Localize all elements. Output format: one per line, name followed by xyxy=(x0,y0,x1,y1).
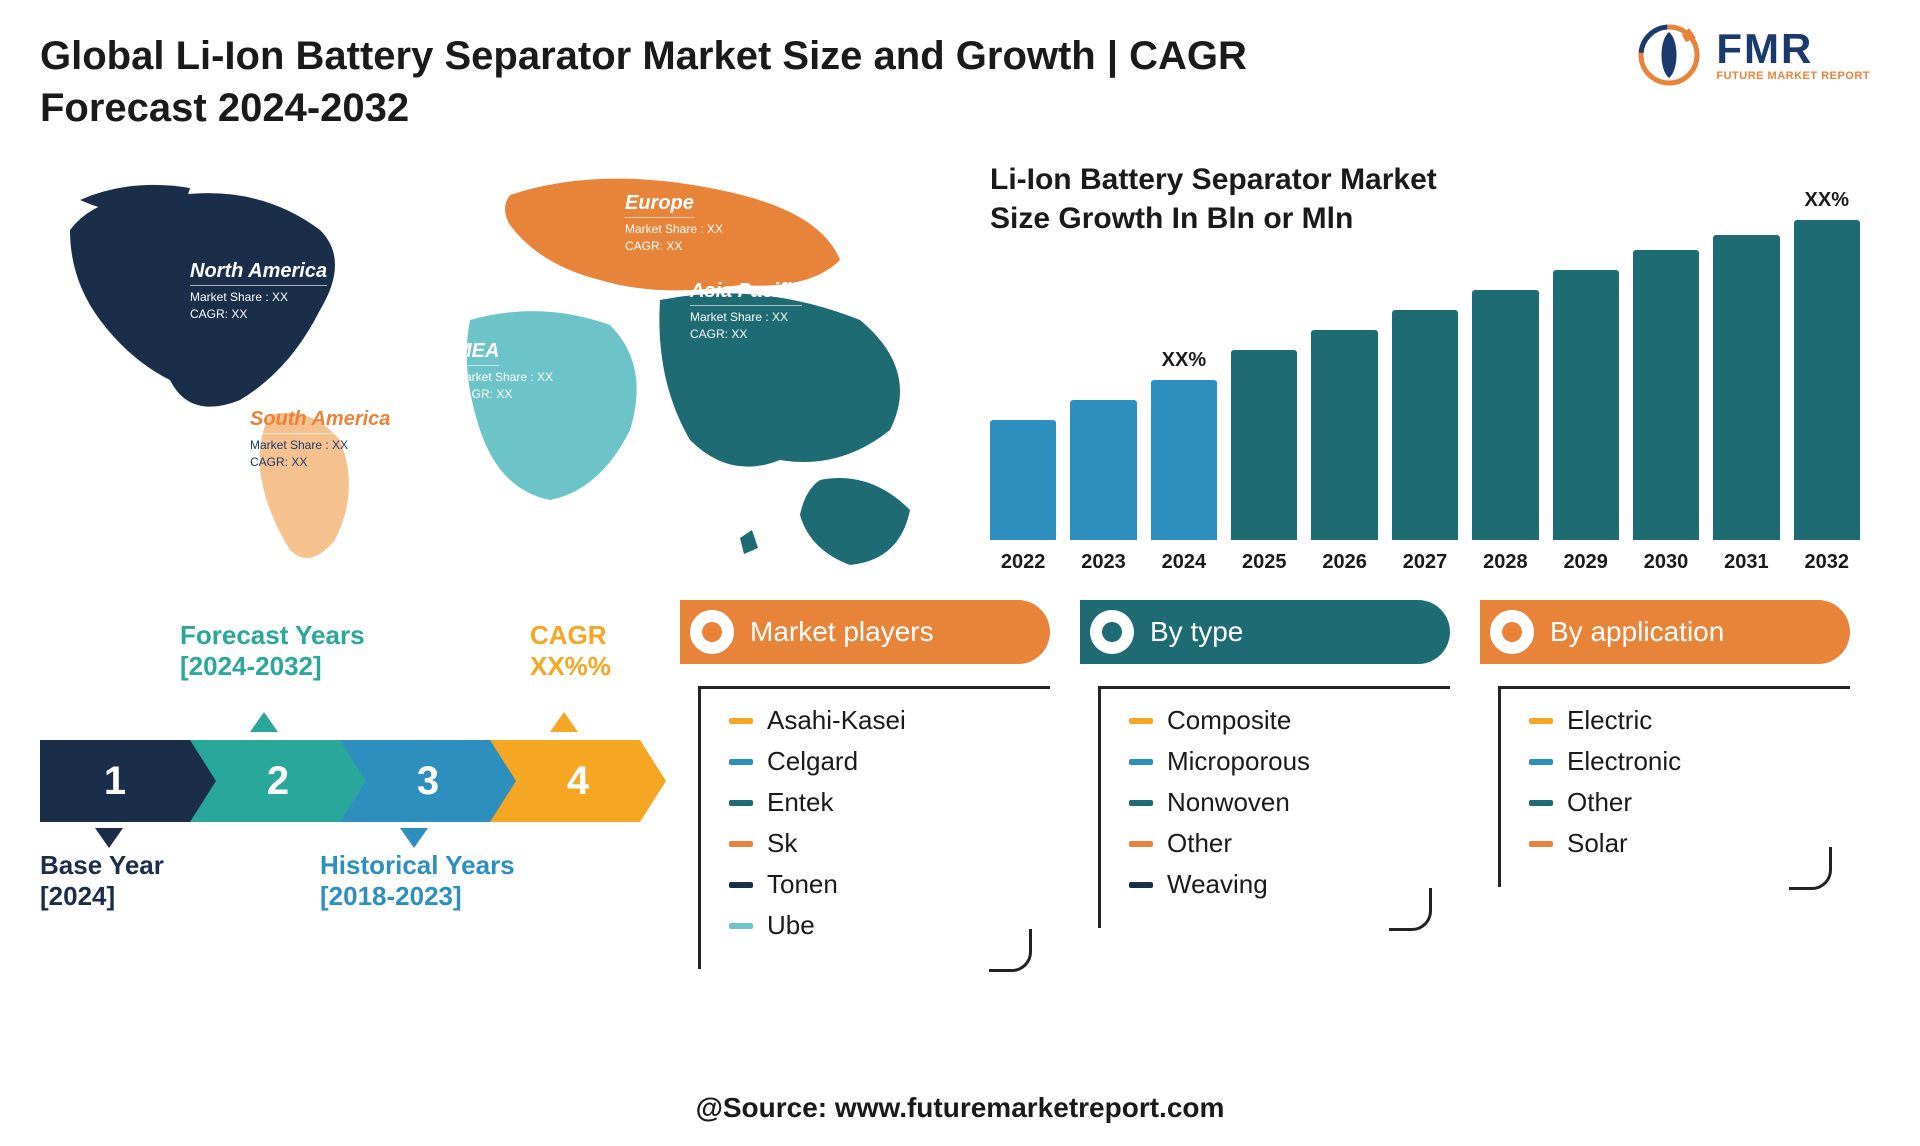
category-group: By application Electric Electronic Other Sol… xyxy=(1480,600,1850,887)
color-mark-icon xyxy=(1529,759,1553,765)
color-mark-icon xyxy=(729,759,753,765)
category-group: By type Composite Microporous Nonwoven Other… xyxy=(1080,600,1450,928)
list-item-label: Tonen xyxy=(767,869,838,900)
list-item-label: Microporous xyxy=(1167,746,1310,777)
globe-icon xyxy=(1634,20,1704,90)
timeline-segment-1: 1 xyxy=(40,740,190,822)
logo-text-sub: FUTURE MARKET REPORT xyxy=(1716,70,1870,82)
bar-label: 2028 xyxy=(1483,551,1528,574)
list-item-label: Celgard xyxy=(767,746,858,777)
color-mark-icon xyxy=(729,718,753,724)
bar-label: 2023 xyxy=(1081,551,1126,574)
bar-2031: 2031 xyxy=(1713,235,1779,540)
list-item: Composite xyxy=(1129,705,1450,736)
color-mark-icon xyxy=(729,882,753,888)
timeline-label: Forecast Years[2024-2032] xyxy=(180,620,365,682)
list-item: Weaving xyxy=(1129,869,1450,900)
list-item-label: Electric xyxy=(1567,705,1652,736)
color-mark-icon xyxy=(1529,841,1553,847)
list-item: Ube xyxy=(729,910,1050,941)
page-title: Global Li-Ion Battery Separator Market S… xyxy=(40,30,1340,134)
bar-label: 2022 xyxy=(1001,551,1046,574)
list-item-label: Entek xyxy=(767,787,834,818)
list-item: Celgard xyxy=(729,746,1050,777)
bar-label: 2025 xyxy=(1242,551,1287,574)
region-label-ap: Asia PacificMarket Share : XXCAGR: XX xyxy=(690,280,802,343)
bar-annotation: XX% xyxy=(1805,189,1849,212)
list-item-label: Other xyxy=(1567,787,1632,818)
bar-2023: 2023 xyxy=(1070,400,1136,540)
bar-2022: 2022 xyxy=(990,420,1056,540)
color-mark-icon xyxy=(1529,800,1553,806)
bar-2024: 2024XX% xyxy=(1151,380,1217,540)
color-mark-icon xyxy=(729,923,753,929)
triangle-icon xyxy=(250,712,278,732)
timeline-label: Historical Years[2018-2023] xyxy=(320,850,515,912)
fmr-logo: FMR FUTURE MARKET REPORT xyxy=(1634,20,1870,90)
region-label-sa: South AmericaMarket Share : XXCAGR: XX xyxy=(250,408,390,471)
color-mark-icon xyxy=(729,841,753,847)
timeline: 1234 Base Year[2024]Forecast Years[2024-… xyxy=(40,620,640,920)
category-group: Market players Asahi-Kasei Celgard Entek Sk T… xyxy=(680,600,1050,969)
bar-2028: 2028 xyxy=(1472,290,1538,540)
list-item-label: Composite xyxy=(1167,705,1291,736)
category-pill: Market players xyxy=(680,600,1050,664)
list-item: Other xyxy=(1129,828,1450,859)
color-mark-icon xyxy=(1129,841,1153,847)
bar-label: 2029 xyxy=(1563,551,1608,574)
logo-text-main: FMR xyxy=(1716,28,1870,70)
bar-2027: 2027 xyxy=(1392,310,1458,540)
bar-label: 2024 xyxy=(1162,551,1207,574)
list-item-label: Electronic xyxy=(1567,746,1681,777)
triangle-icon xyxy=(400,828,428,848)
list-item-label: Weaving xyxy=(1167,869,1268,900)
list-item: Electric xyxy=(1529,705,1850,736)
list-item-label: Asahi-Kasei xyxy=(767,705,906,736)
triangle-icon xyxy=(95,828,123,848)
region-label-eu: EuropeMarket Share : XXCAGR: XX xyxy=(625,192,723,255)
list-item: Sk xyxy=(729,828,1050,859)
color-mark-icon xyxy=(1129,718,1153,724)
triangle-icon xyxy=(550,712,578,732)
bar-label: 2026 xyxy=(1322,551,1367,574)
bar-2029: 2029 xyxy=(1553,270,1619,540)
list-item: Electronic xyxy=(1529,746,1850,777)
timeline-label: CAGRXX%% xyxy=(530,620,611,682)
list-item-label: Ube xyxy=(767,910,815,941)
list-item: Microporous xyxy=(1129,746,1450,777)
list-item-label: Sk xyxy=(767,828,797,859)
timeline-label: Base Year[2024] xyxy=(40,850,164,912)
color-mark-icon xyxy=(1529,718,1553,724)
category-pill: By type xyxy=(1080,600,1450,664)
bar-2026: 2026 xyxy=(1311,330,1377,540)
list-item-label: Nonwoven xyxy=(1167,787,1290,818)
list-item-label: Solar xyxy=(1567,828,1628,859)
color-mark-icon xyxy=(1129,800,1153,806)
bar-2032: 2032XX% xyxy=(1794,220,1860,540)
bar-label: 2031 xyxy=(1724,551,1769,574)
bar-label: 2027 xyxy=(1403,551,1448,574)
bar-annotation: XX% xyxy=(1162,349,1206,372)
list-item-label: Other xyxy=(1167,828,1232,859)
region-label-na: North AmericaMarket Share : XXCAGR: XX xyxy=(190,260,327,323)
list-item: Asahi-Kasei xyxy=(729,705,1050,736)
list-item: Tonen xyxy=(729,869,1050,900)
region-label-mea: MEAMarket Share : XXCAGR: XX xyxy=(455,340,553,403)
footer-source: @Source: www.futuremarketreport.com xyxy=(0,1092,1920,1124)
color-mark-icon xyxy=(1129,759,1153,765)
list-item: Entek xyxy=(729,787,1050,818)
world-map: North AmericaMarket Share : XXCAGR: XX So… xyxy=(40,170,940,570)
list-item: Other xyxy=(1529,787,1850,818)
color-mark-icon xyxy=(1129,882,1153,888)
growth-bar-chart: Li-Ion Battery Separator Market Size Gro… xyxy=(990,160,1860,580)
bar-label: 2032 xyxy=(1805,551,1850,574)
list-item: Solar xyxy=(1529,828,1850,859)
bar-2025: 2025 xyxy=(1231,350,1297,540)
bar-label: 2030 xyxy=(1644,551,1689,574)
color-mark-icon xyxy=(729,800,753,806)
list-item: Nonwoven xyxy=(1129,787,1450,818)
bar-2030: 2030 xyxy=(1633,250,1699,540)
category-pill: By application xyxy=(1480,600,1850,664)
